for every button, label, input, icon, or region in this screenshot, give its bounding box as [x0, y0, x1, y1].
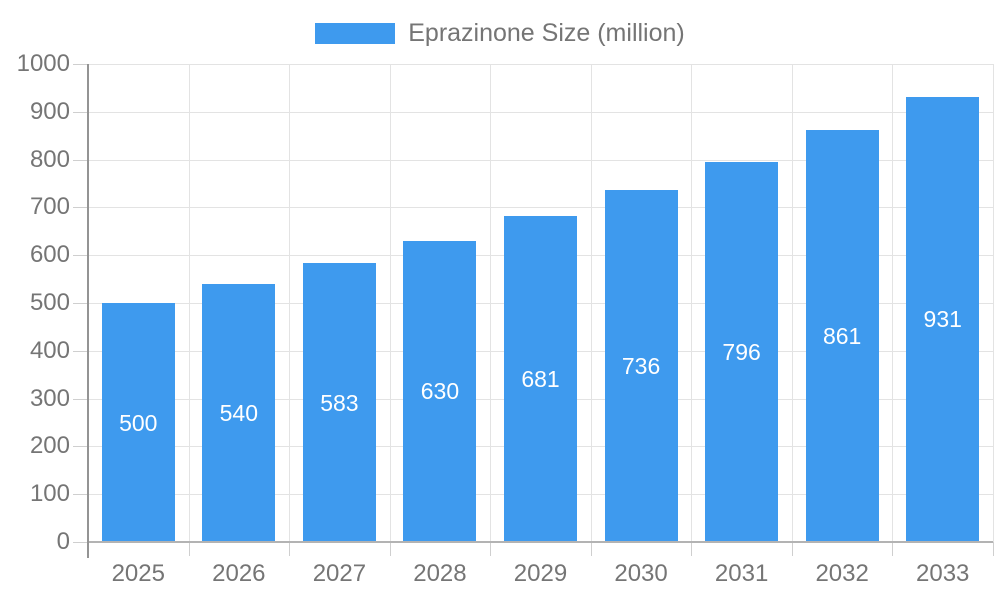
bar-value-label: 681: [521, 366, 560, 393]
x-axis-tick: [188, 542, 190, 556]
x-axis-tick: [791, 542, 793, 556]
y-axis-tick: [73, 350, 88, 352]
y-axis-label: 600: [29, 241, 70, 269]
gridline-horizontal: [88, 207, 993, 209]
gridline-horizontal: [88, 159, 993, 161]
y-axis-label: 400: [29, 336, 70, 364]
y-axis-tick: [73, 542, 88, 543]
bar-value-label: 931: [923, 306, 962, 333]
x-axis-tick: [289, 542, 291, 556]
gridline-vertical: [590, 64, 592, 542]
bar-value-label: 736: [621, 353, 661, 380]
bar-value-label: 796: [722, 338, 761, 365]
y-axis-label: 300: [29, 384, 70, 412]
bar-value-label: 583: [320, 389, 359, 416]
x-axis-label: 2029: [513, 560, 568, 587]
y-axis-tick: [73, 494, 88, 496]
bar[interactable]: [504, 216, 577, 542]
gridline-horizontal: [88, 64, 993, 65]
x-axis-tick: [691, 542, 693, 556]
gridline-vertical: [289, 64, 291, 542]
legend-label: Eprazinone Size (million): [408, 18, 685, 47]
y-axis-line: [87, 64, 89, 558]
bar-value-label: 861: [822, 323, 862, 350]
y-axis-tick: [73, 446, 88, 448]
y-axis-tick: [73, 207, 88, 209]
bar[interactable]: [805, 130, 879, 542]
y-axis-label: 500: [29, 289, 70, 316]
gridline-vertical: [490, 64, 492, 542]
y-axis-tick: [73, 111, 88, 113]
gridline-vertical: [892, 64, 894, 542]
x-axis-tick: [993, 542, 994, 556]
x-axis-tick: [389, 542, 391, 556]
bar[interactable]: [604, 190, 678, 542]
bar-value-label: 540: [219, 399, 259, 426]
y-axis-tick: [73, 303, 88, 304]
y-axis-tick: [73, 398, 88, 400]
x-axis-label: 2030: [614, 560, 668, 587]
gridline-vertical: [993, 64, 994, 542]
x-axis-label: 2025: [111, 560, 165, 587]
bar[interactable]: [705, 161, 779, 542]
y-axis-label: 800: [29, 145, 70, 173]
y-axis-label: 100: [29, 480, 70, 508]
legend[interactable]: Eprazinone Size (million): [0, 18, 1000, 47]
x-axis-label: 2031: [714, 560, 769, 587]
x-axis-tick: [892, 542, 894, 556]
gridline-vertical: [791, 64, 793, 542]
x-axis-tick: [590, 542, 592, 556]
bar[interactable]: [202, 283, 276, 542]
y-axis-tick: [73, 255, 88, 257]
x-axis-label: 2026: [212, 560, 266, 587]
bar[interactable]: [403, 240, 477, 542]
gridline-vertical: [691, 64, 693, 542]
y-axis-tick: [73, 159, 88, 161]
x-axis-label: 2028: [413, 560, 467, 587]
y-axis-label: 1000: [16, 50, 70, 77]
y-axis-label: 900: [29, 97, 70, 125]
gridline-vertical: [389, 64, 391, 542]
gridline-vertical: [188, 64, 190, 542]
x-axis-label: 2032: [815, 560, 869, 587]
bar-value-label: 630: [420, 378, 460, 405]
y-axis-tick: [73, 64, 88, 65]
y-axis-label: 700: [29, 193, 70, 221]
x-axis-line: [88, 541, 993, 543]
bar[interactable]: [906, 96, 980, 542]
x-axis-label: 2027: [312, 560, 367, 587]
x-axis-tick: [490, 542, 492, 556]
bar[interactable]: [302, 263, 376, 542]
gridline-horizontal: [88, 111, 993, 113]
bar[interactable]: [101, 303, 175, 542]
y-axis-label: 0: [56, 528, 70, 555]
legend-swatch: [315, 22, 396, 44]
x-axis-label: 2033: [916, 560, 970, 587]
y-axis-label: 200: [29, 432, 70, 460]
bar-value-label: 500: [119, 409, 158, 436]
